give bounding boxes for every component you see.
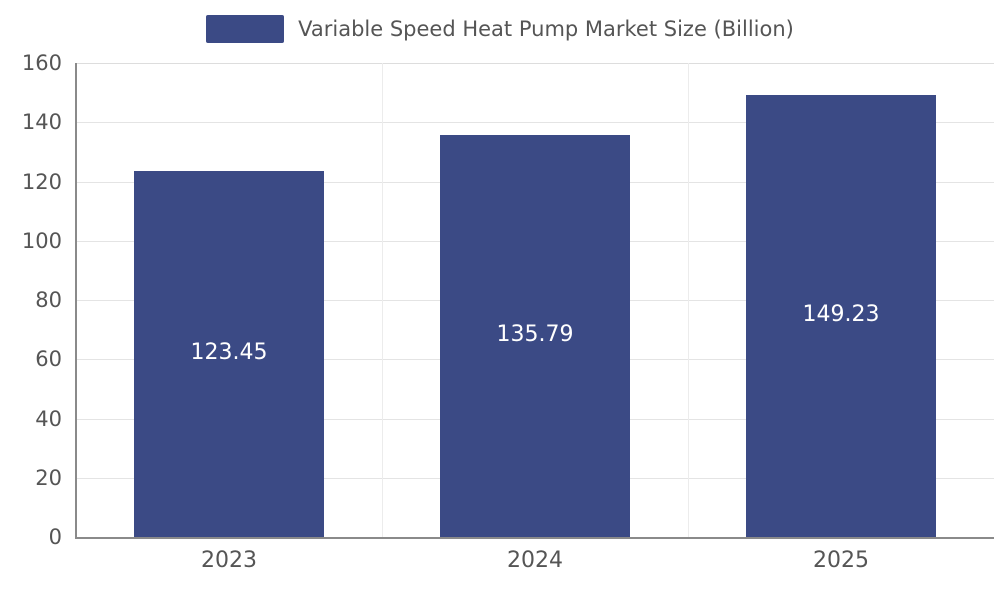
x-axis-line	[76, 537, 994, 539]
y-axis-label: 0	[48, 525, 62, 549]
grid-line-vertical	[688, 63, 689, 537]
y-axis-label: 40	[35, 406, 62, 431]
bar[interactable]: 123.45	[134, 171, 324, 537]
bar-group: 149.23	[746, 63, 936, 537]
bar[interactable]: 135.79	[440, 134, 630, 537]
bar-value-label: 135.79	[496, 321, 574, 347]
y-axis-label: 120	[21, 169, 62, 194]
grid-line-vertical	[382, 63, 383, 537]
chart-legend: Variable Speed Heat Pump Market Size (Bi…	[0, 8, 1000, 50]
bar-value-label: 149.23	[802, 301, 880, 327]
y-axis-label: 100	[21, 228, 62, 253]
y-axis-label: 160	[21, 51, 62, 75]
bar-value-label: 123.45	[190, 340, 268, 366]
x-axis-label: 2024	[507, 548, 563, 573]
y-axis-label: 140	[21, 110, 62, 135]
legend-color-swatch	[206, 15, 285, 43]
y-axis-label: 60	[35, 347, 62, 372]
grid-line	[76, 63, 994, 64]
x-axis-label: 2025	[813, 548, 869, 573]
bar[interactable]: 149.23	[746, 94, 936, 537]
bar-group: 123.45	[134, 63, 324, 537]
bar-group: 135.79	[440, 63, 630, 537]
x-axis-tick-labels: 2023 2024 2025	[76, 548, 994, 588]
grid-line	[76, 122, 994, 124]
y-axis-line	[75, 63, 77, 539]
legend-item-market-size[interactable]: Variable Speed Heat Pump Market Size (Bi…	[206, 15, 794, 43]
y-axis-label: 80	[35, 288, 62, 312]
legend-label: Variable Speed Heat Pump Market Size (Bi…	[298, 17, 794, 41]
plot-area: 123.45 135.79 149.23	[76, 63, 994, 538]
y-axis-label: 20	[35, 465, 62, 490]
y-axis-tick-labels: 0 20 40 60 80 100 120 140 160	[0, 51, 62, 549]
x-axis-label: 2023	[201, 548, 257, 573]
